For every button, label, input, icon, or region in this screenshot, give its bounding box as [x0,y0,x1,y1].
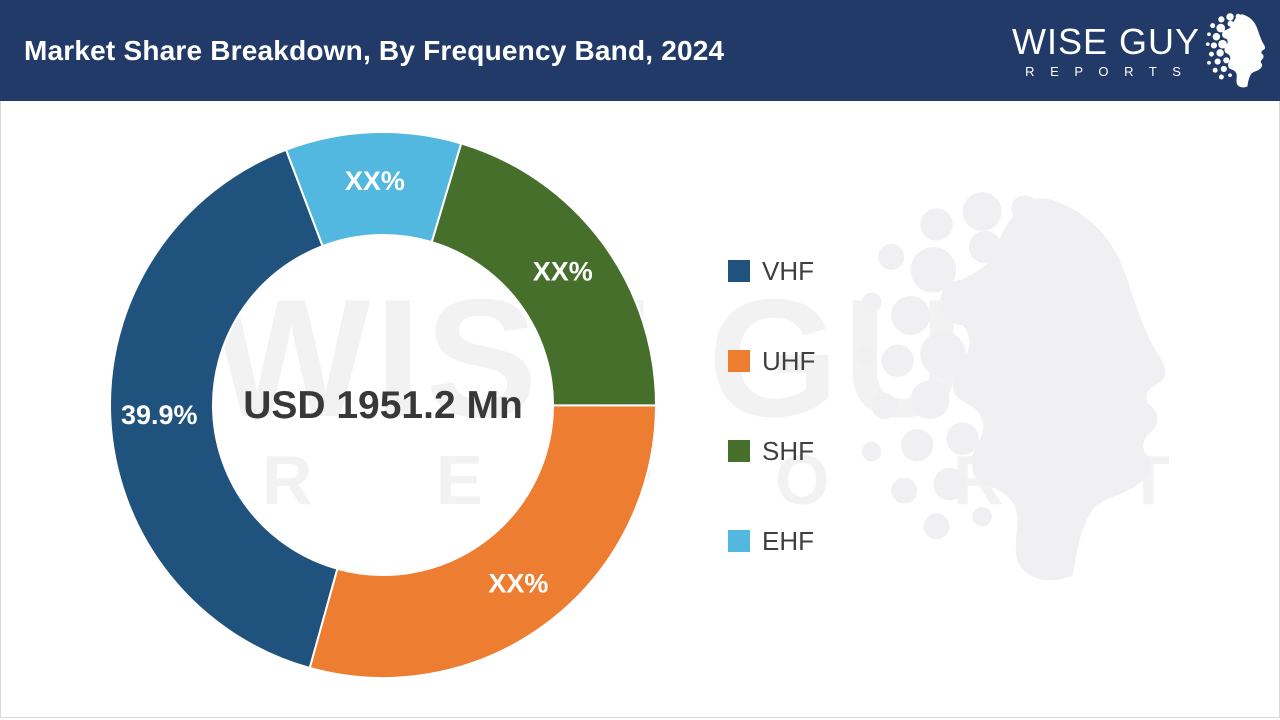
donut-segment-ehf [284,131,463,248]
legend-swatch-vhf [728,260,750,282]
header-bar: Market Share Breakdown, By Frequency Ban… [0,0,1280,101]
brand-face-icon [1204,13,1266,89]
legend-item-vhf: VHF [728,258,815,284]
donut-segment-vhf [109,148,339,670]
brand-subtitle: R E P O R T S [1025,64,1187,79]
legend-label-vhf: VHF [762,256,814,286]
legend-item-shf: SHF [728,438,815,464]
donut-chart: 39.9% XX% XX% XX% [109,131,658,679]
donut-segment-shf [430,142,658,407]
slice-label-ehf: XX% [345,166,405,196]
slice-label-vhf: 39.9% [121,400,198,430]
slice-label-shf: XX% [533,256,593,286]
legend-swatch-uhf [728,350,750,372]
brand-name: WISE GUY [1011,21,1200,62]
brand-logo: WISE GUY R E P O R T S [1012,6,1266,96]
chart-center-value: USD 1951.2 Mn [243,384,523,427]
legend-label-ehf: EHF [762,526,814,556]
legend-swatch-ehf [728,530,750,552]
legend-label-shf: SHF [762,436,814,466]
watermark-face-logo [845,192,1171,588]
brand-text: WISE GUY R E P O R T S [1012,22,1200,80]
legend-item-ehf: EHF [728,528,815,554]
legend-swatch-shf [728,440,750,462]
donut-segment-uhf [308,404,658,679]
chart-legend: VHF UHF SHF EHF [728,258,815,618]
legend-label-uhf: UHF [762,346,816,376]
page-title: Market Share Breakdown, By Frequency Ban… [24,34,725,66]
legend-item-uhf: UHF [728,348,815,374]
slice-label-uhf: XX% [488,568,548,598]
